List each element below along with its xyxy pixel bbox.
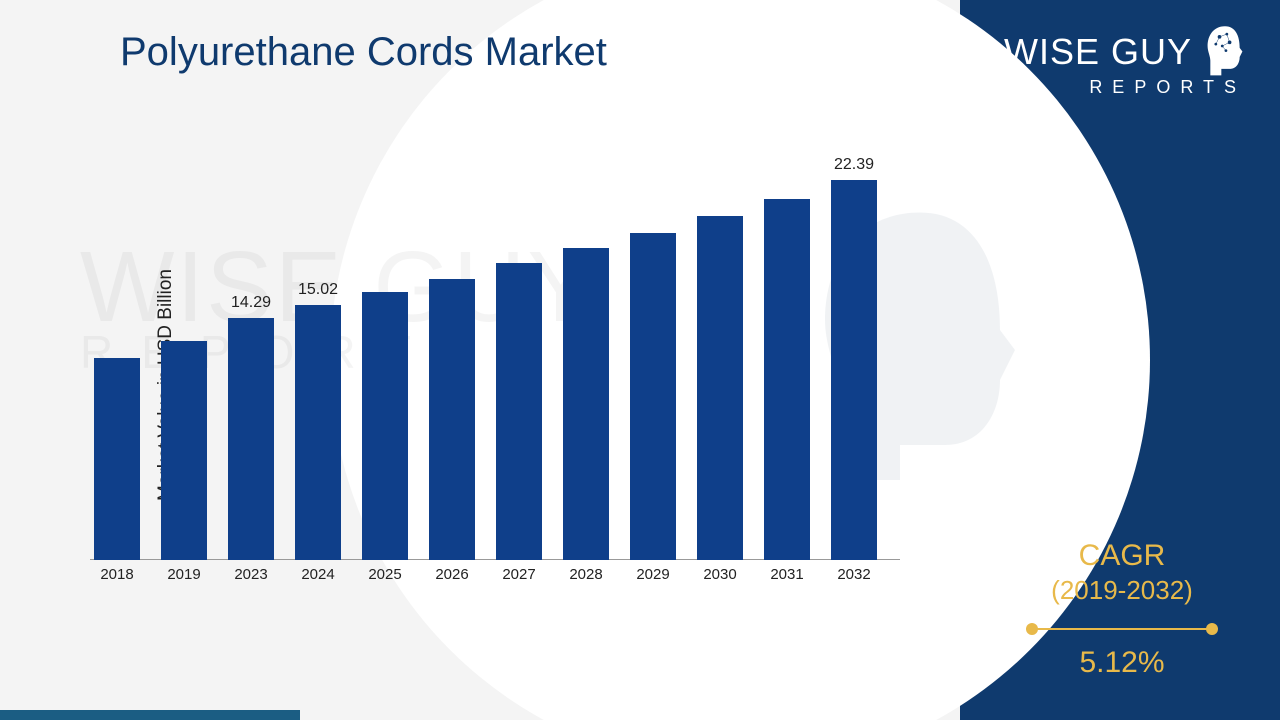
bar-value-label: 14.29: [228, 294, 274, 312]
x-tick-label: 2019: [161, 566, 207, 583]
bar-group: [94, 358, 140, 560]
bar: [295, 305, 341, 560]
brand-logo: WISE GUY REPORTS: [1004, 24, 1250, 98]
x-axis: 2018 2019 2023 2024 2025 2026 2027 2028 2029 2030…: [90, 560, 900, 590]
bar-group: [161, 341, 207, 560]
x-tick-label: 2018: [94, 566, 140, 583]
plot-area: 14.29 15.02 22.39: [90, 170, 900, 560]
x-tick-label: 2031: [764, 566, 810, 583]
cagr-years: (2019-2032): [1002, 575, 1242, 606]
x-tick-label: 2024: [295, 566, 341, 583]
logo-text-line1: WISE GUY: [1004, 31, 1192, 73]
x-tick-label: 2027: [496, 566, 542, 583]
bar: [630, 233, 676, 560]
bar-group: [429, 279, 475, 560]
bar: [429, 279, 475, 560]
logo-head-icon: [1200, 24, 1250, 79]
bar-group: 14.29: [228, 318, 274, 560]
bar-chart: Market Value in USD Billion 14.2915.0222…: [60, 170, 900, 600]
bar: [563, 248, 609, 560]
bar-group: [630, 233, 676, 560]
cagr-value: 5.12%: [1002, 646, 1242, 680]
chart-title: Polyurethane Cords Market: [120, 30, 607, 75]
bar: [697, 216, 743, 560]
bar: [228, 318, 274, 560]
x-tick-label: 2023: [228, 566, 274, 583]
bar-group: [496, 263, 542, 560]
cagr-divider: [1032, 628, 1212, 630]
x-tick-label: 2030: [697, 566, 743, 583]
bar-group: [362, 292, 408, 560]
bar: [94, 358, 140, 560]
bar-value-label: 22.39: [831, 156, 877, 174]
bar-group: 15.02: [295, 305, 341, 560]
bar: [161, 341, 207, 560]
bar-group: [563, 248, 609, 560]
x-tick-label: 2032: [831, 566, 877, 583]
bottom-accent-bar: [0, 710, 300, 720]
bar-value-label: 15.02: [295, 281, 341, 299]
x-tick-label: 2029: [630, 566, 676, 583]
cagr-label: CAGR: [1002, 539, 1242, 573]
x-tick-label: 2028: [563, 566, 609, 583]
main-area: WISE GUY REPORTS Polyurethane Cords Mark…: [0, 0, 1280, 720]
x-tick-label: 2025: [362, 566, 408, 583]
bar: [831, 180, 877, 560]
page-root: WISE GUY REPORTS Polyurethane Cords Mark…: [0, 0, 1280, 720]
bar: [496, 263, 542, 560]
logo-text-line2: REPORTS: [1004, 77, 1246, 98]
bar: [764, 199, 810, 560]
bar-group: [697, 216, 743, 560]
bar: [362, 292, 408, 560]
bar-group: 22.39: [831, 180, 877, 560]
bar-group: [764, 199, 810, 560]
x-tick-label: 2026: [429, 566, 475, 583]
cagr-box: CAGR (2019-2032) 5.12%: [1002, 539, 1242, 680]
